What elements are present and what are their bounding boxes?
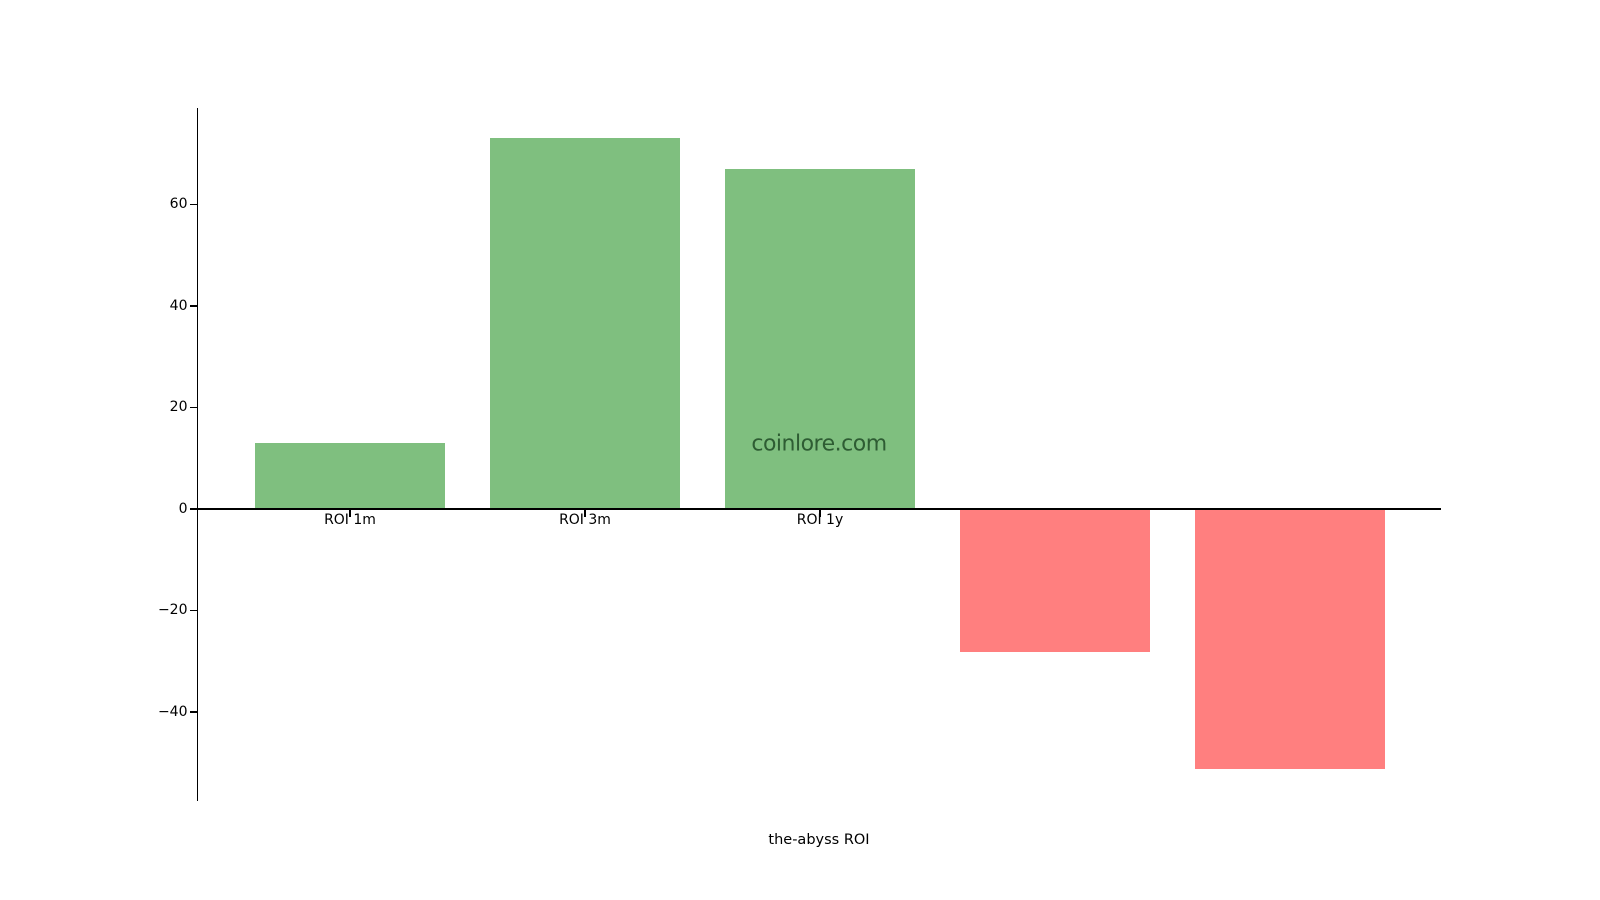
bar-roi-1m bbox=[255, 443, 445, 510]
y-tick-mark bbox=[189, 305, 197, 307]
y-tick-mark bbox=[189, 609, 197, 612]
y-tick-label: 20 bbox=[169, 399, 188, 416]
bar-3 bbox=[960, 509, 1150, 652]
y-tick-label: 40 bbox=[169, 297, 188, 314]
bar-roi-3m bbox=[490, 138, 680, 510]
x-tick-label: ROI 3m bbox=[559, 512, 611, 529]
y-tick-mark bbox=[189, 508, 197, 510]
x-tick-mark bbox=[349, 509, 351, 518]
y-tick-label: −40 bbox=[157, 703, 188, 720]
x-tick-mark bbox=[584, 509, 586, 518]
x-axis-zero-line bbox=[196, 508, 1441, 510]
x-tick-label: ROI 1y bbox=[796, 512, 844, 529]
y-tick-label: 60 bbox=[169, 195, 188, 212]
watermark-text: coinlore.com bbox=[751, 431, 887, 457]
y-tick-mark bbox=[189, 203, 197, 206]
chart-title: the-abyss ROI bbox=[768, 832, 870, 848]
y-axis-spine bbox=[196, 108, 198, 801]
y-tick-mark bbox=[189, 406, 197, 409]
bar-roi-1y bbox=[725, 168, 915, 510]
x-tick-label: ROI 1m bbox=[324, 512, 376, 529]
y-tick-mark bbox=[189, 711, 197, 713]
y-tick-label: −20 bbox=[157, 602, 188, 619]
x-tick-mark bbox=[819, 509, 821, 518]
y-tick-label: 0 bbox=[178, 500, 188, 517]
bar-4 bbox=[1195, 509, 1385, 769]
